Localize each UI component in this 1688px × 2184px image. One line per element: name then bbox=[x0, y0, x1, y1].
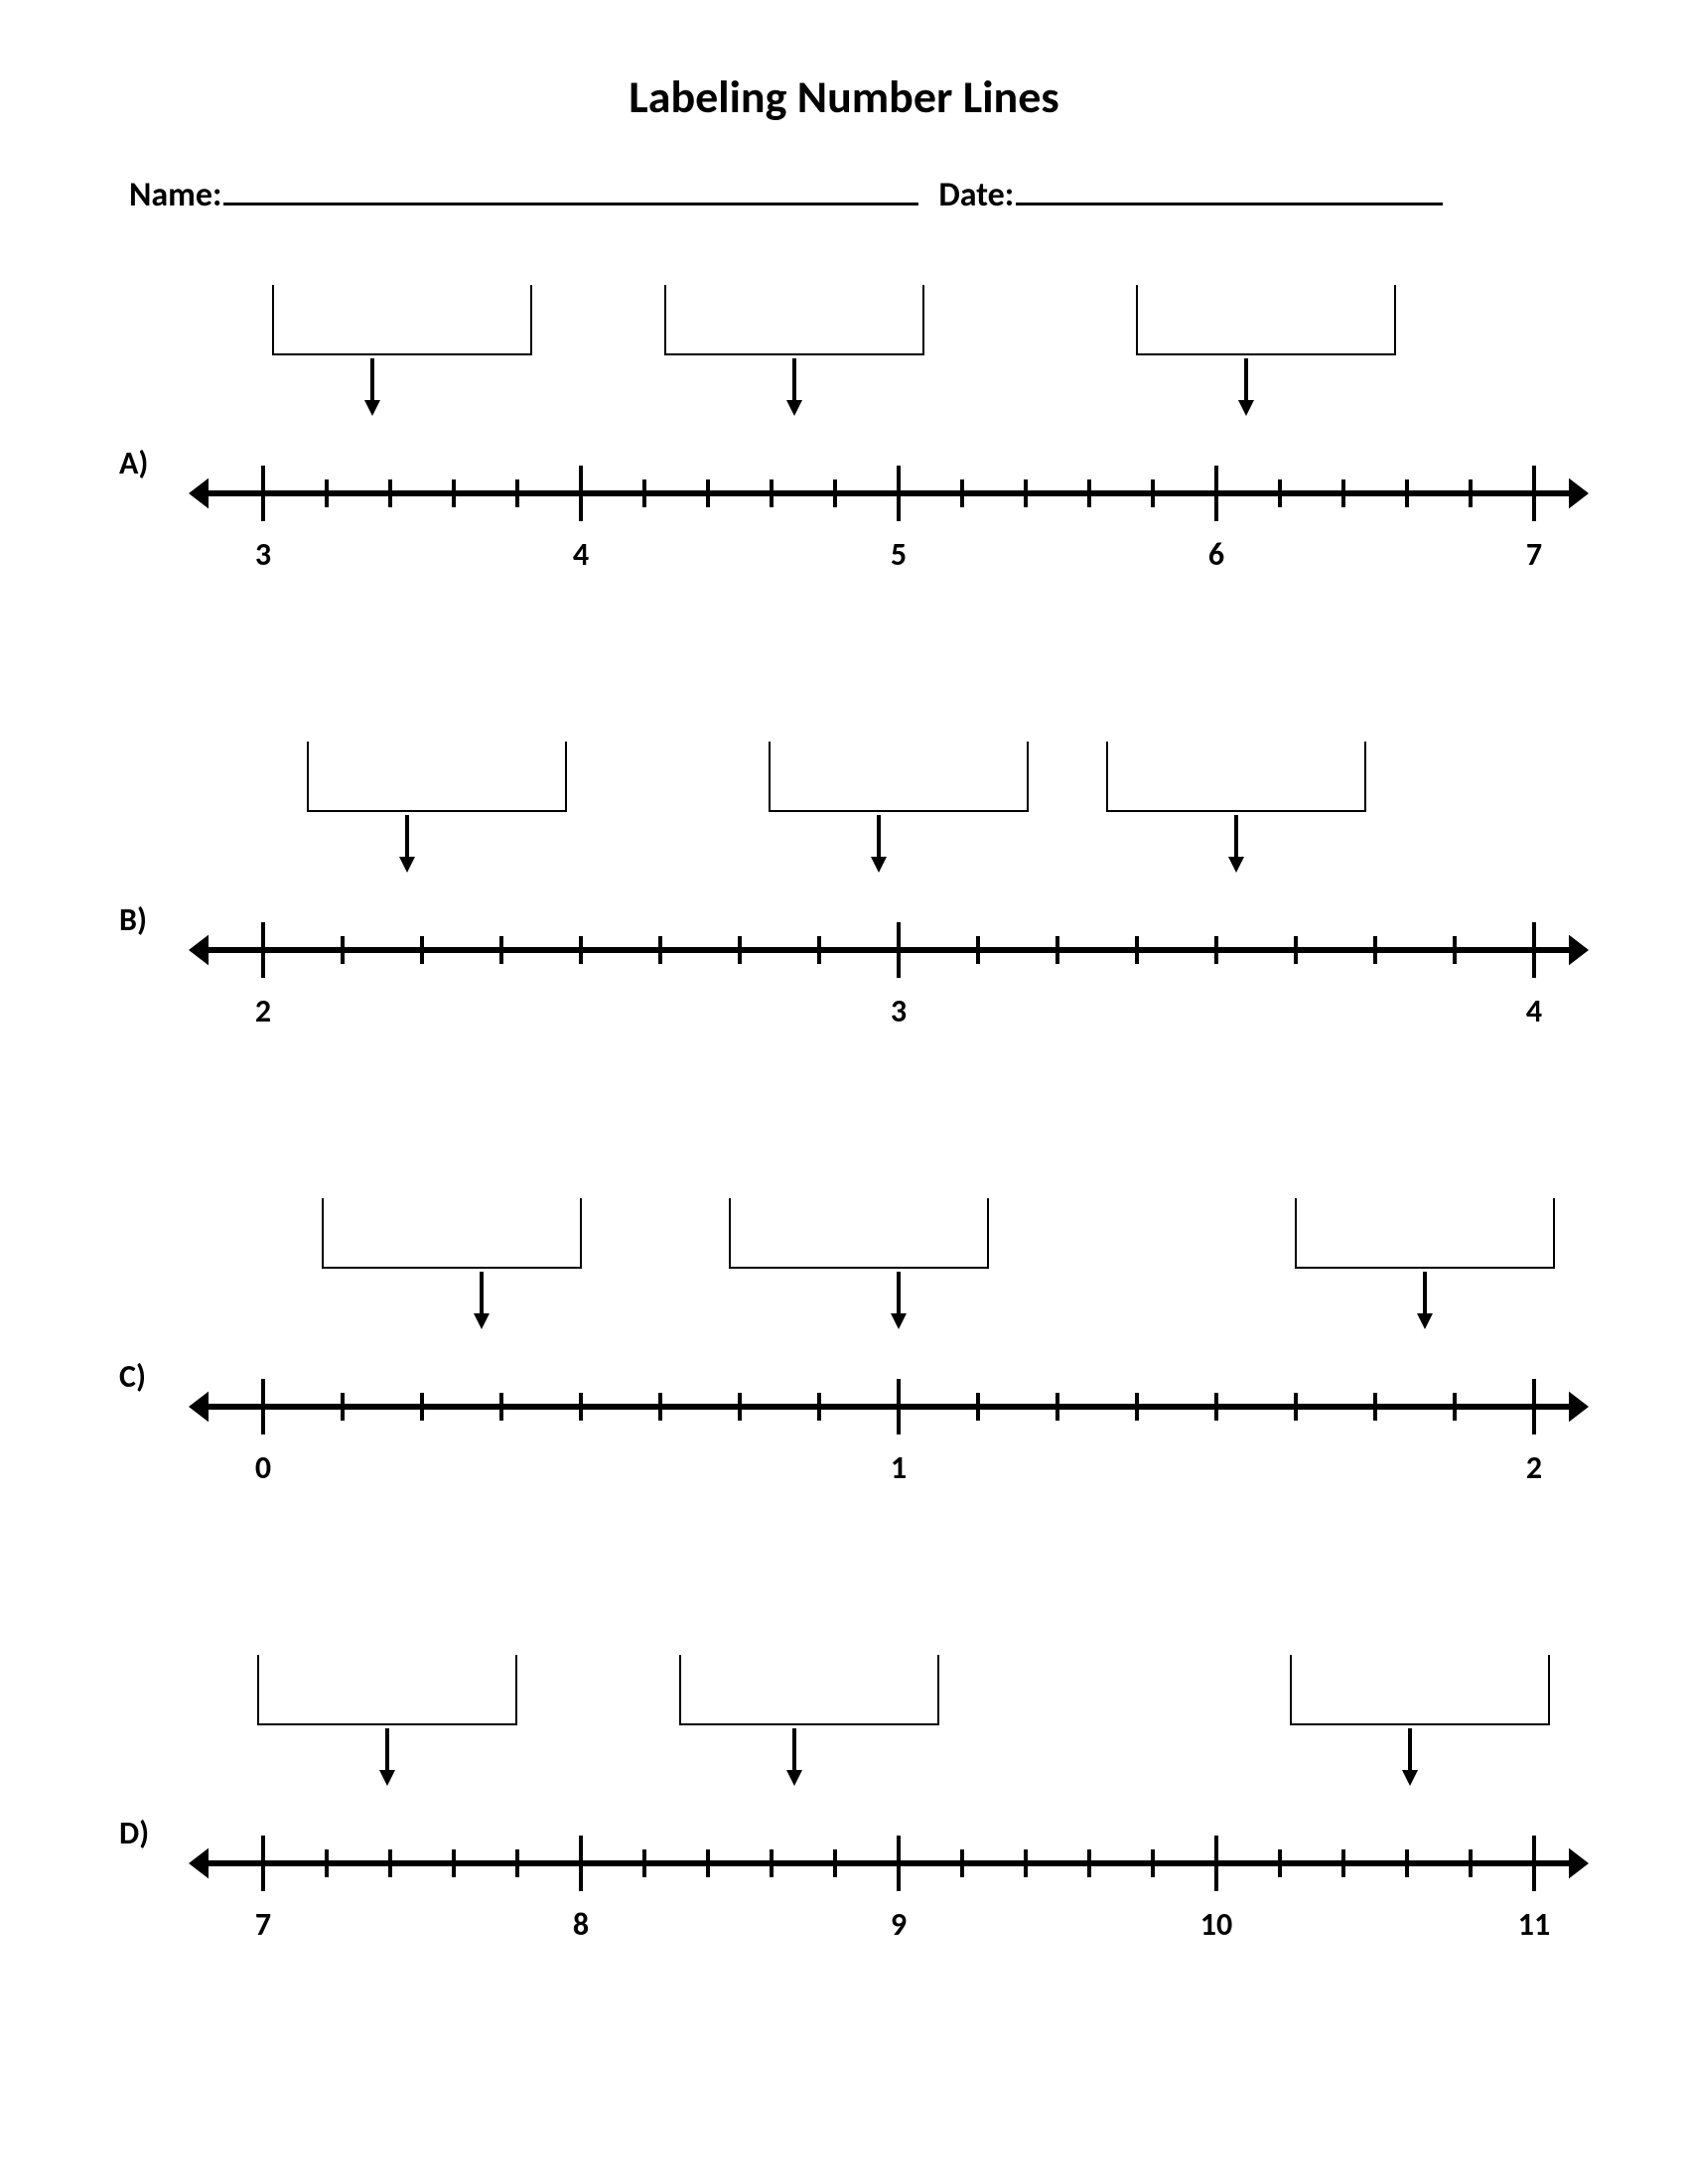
problem-label: C) bbox=[119, 1357, 146, 1396]
problem: C) 0 1 2 bbox=[109, 1198, 1579, 1496]
answer-box[interactable] bbox=[1296, 1198, 1554, 1268]
tick-label: 4 bbox=[573, 535, 589, 574]
tick-label: 10 bbox=[1200, 1905, 1232, 1944]
tick-label: 4 bbox=[1526, 992, 1542, 1030]
tick-label: 3 bbox=[255, 535, 271, 574]
answer-box[interactable] bbox=[1107, 742, 1365, 811]
number-line: 2 3 4 bbox=[184, 742, 1594, 1039]
answer-box[interactable] bbox=[680, 1655, 938, 1724]
tick-label: 9 bbox=[891, 1905, 907, 1944]
name-blank[interactable] bbox=[223, 173, 918, 205]
problem: B) 2 3 4 bbox=[109, 742, 1579, 1039]
problem: A) 3 4 5 6 7 bbox=[109, 285, 1579, 583]
tick-label: 2 bbox=[1526, 1448, 1542, 1487]
answer-box[interactable] bbox=[1137, 285, 1395, 354]
tick-label: 6 bbox=[1208, 535, 1224, 574]
answer-box[interactable] bbox=[323, 1198, 581, 1268]
name-label: Name: bbox=[129, 175, 221, 215]
header-row: Name: Date: bbox=[109, 173, 1579, 215]
tick-label: 3 bbox=[891, 992, 907, 1030]
problem-label: A) bbox=[119, 444, 148, 482]
answer-box[interactable] bbox=[730, 1198, 988, 1268]
number-line: 0 1 2 bbox=[184, 1198, 1594, 1496]
tick-label: 2 bbox=[255, 992, 271, 1030]
answer-box[interactable] bbox=[258, 1655, 516, 1724]
answer-box[interactable] bbox=[770, 742, 1028, 811]
date-label: Date: bbox=[938, 175, 1014, 215]
problem-label: B) bbox=[119, 900, 147, 939]
number-line: 7 8 9 10 11 bbox=[184, 1655, 1594, 1953]
date-blank[interactable] bbox=[1016, 173, 1443, 205]
worksheet-title: Labeling Number Lines bbox=[109, 69, 1579, 125]
tick-label: 1 bbox=[891, 1448, 907, 1487]
tick-label: 11 bbox=[1518, 1905, 1550, 1944]
tick-label: 7 bbox=[255, 1905, 271, 1944]
tick-label: 0 bbox=[255, 1448, 271, 1487]
answer-box[interactable] bbox=[1291, 1655, 1549, 1724]
tick-label: 7 bbox=[1526, 535, 1542, 574]
answer-box[interactable] bbox=[308, 742, 566, 811]
tick-label: 5 bbox=[891, 535, 907, 574]
tick-label: 8 bbox=[573, 1905, 589, 1944]
answer-box[interactable] bbox=[665, 285, 923, 354]
answer-box[interactable] bbox=[273, 285, 531, 354]
number-line: 3 4 5 6 7 bbox=[184, 285, 1594, 583]
problem: D) 7 8 9 10 11 bbox=[109, 1655, 1579, 1953]
problem-label: D) bbox=[119, 1814, 149, 1852]
